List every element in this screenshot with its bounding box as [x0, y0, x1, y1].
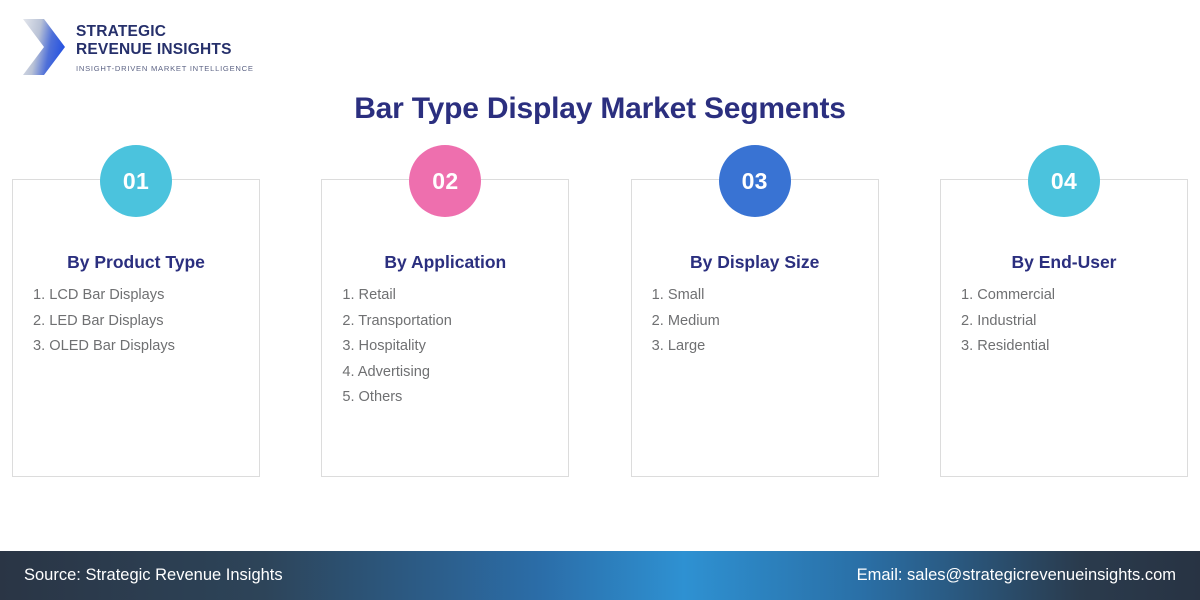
card-number-badge-3: 03	[718, 145, 791, 217]
list-item: 3. Residential	[960, 338, 1050, 354]
card-number-badge-2: 02	[409, 145, 482, 217]
list-item: 4. Advertising	[342, 363, 430, 380]
card-list-2: 1. Retail 2. Transportation 3. Hospitali…	[322, 283, 568, 411]
segment-card-4: 04 By End-User 1. Commercial 2. Industri…	[939, 145, 1188, 477]
list-item: 3. Large	[651, 338, 706, 354]
footer-email: Email: sales@strategicrevenueinsights.co…	[856, 566, 1176, 584]
page-title: Bar Type Display Market Segments	[354, 92, 846, 125]
footer-source: Source: Strategic Revenue Insights	[24, 566, 283, 584]
list-item: 3. OLED Bar Displays	[33, 338, 175, 354]
chevron-arrow-logo-icon	[23, 19, 65, 75]
list-item: 3. Hospitality	[342, 338, 426, 354]
card-number-badge-1: 01	[100, 145, 172, 217]
segment-card-3: 03 By Display Size 1. Small 2. Medium 3.…	[630, 145, 879, 477]
brand-text: STRATEGIC REVENUE INSIGHTS INSIGHT-DRIVE…	[76, 21, 254, 73]
list-item: 2. LED Bar Displays	[33, 312, 164, 329]
segment-card-1: 01 By Product Type 1. LCD Bar Displays 2…	[12, 145, 260, 477]
card-heading-1: By Product Type	[67, 252, 205, 272]
list-item: 5. Others	[342, 389, 403, 405]
list-item: 2. Industrial	[960, 312, 1037, 329]
brand-logo: STRATEGIC REVENUE INSIGHTS INSIGHT-DRIVE…	[22, 18, 254, 76]
card-list-1: 1. LCD Bar Displays 2. LED Bar Displays …	[13, 283, 259, 360]
card-heading-2: By Application	[384, 252, 507, 272]
segment-card-2: 02 By Application 1. Retail 2. Transport…	[321, 145, 570, 477]
card-heading-4: By End-User	[1011, 252, 1117, 272]
brand-name-line2: REVENUE INSIGHTS	[76, 40, 232, 58]
footer-bar: Source: Strategic Revenue Insights Email…	[0, 551, 1200, 600]
brand-tagline: INSIGHT-DRIVEN MARKET INTELLIGENCE	[76, 64, 254, 73]
list-item: 1. Small	[651, 287, 705, 303]
list-item: 1. LCD Bar Displays	[33, 287, 165, 303]
list-item: 1. Retail	[342, 287, 396, 303]
segment-cards-row: 01 By Product Type 1. LCD Bar Displays 2…	[12, 145, 1188, 477]
list-item: 2. Medium	[651, 312, 720, 329]
card-heading-3: By Display Size	[689, 252, 820, 272]
card-list-4: 1. Commercial 2. Industrial 3. Residenti…	[941, 283, 1187, 360]
card-list-3: 1. Small 2. Medium 3. Large	[632, 283, 878, 360]
list-item: 1. Commercial	[960, 287, 1056, 303]
brand-name-line1: STRATEGIC	[76, 23, 167, 40]
card-number-badge-4: 04	[1027, 145, 1100, 217]
list-item: 2. Transportation	[342, 312, 452, 329]
